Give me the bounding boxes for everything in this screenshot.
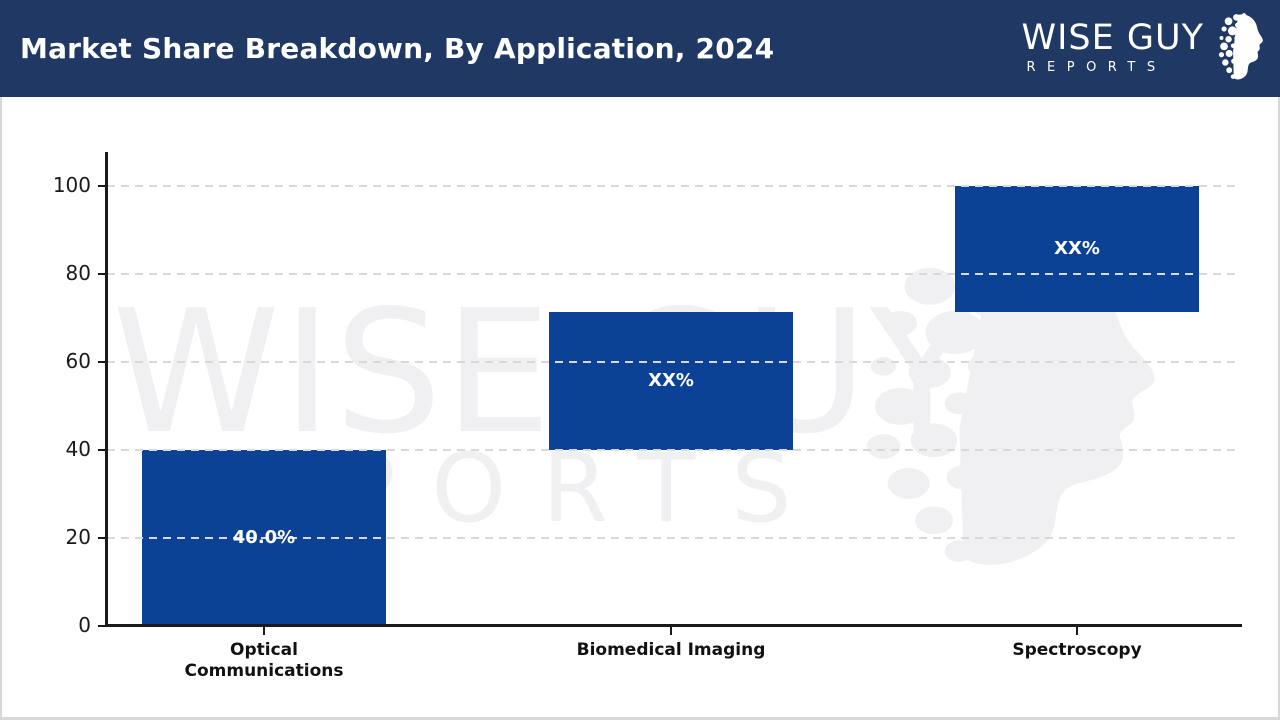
bar (955, 185, 1199, 312)
page-border-left (0, 97, 2, 720)
bar (549, 311, 793, 450)
y-tick (98, 184, 107, 187)
y-tick-label: 40 (65, 436, 91, 461)
dotted-head-profile-icon (1218, 13, 1263, 80)
x-tick (1076, 626, 1078, 635)
x-axis-line (105, 624, 1242, 627)
page-border-bottom (0, 717, 1280, 720)
page-border-right (1278, 97, 1280, 720)
y-tick (98, 625, 107, 627)
bar-value-label: XX% (648, 370, 694, 392)
x-tick-label: Spectroscopy (1012, 640, 1142, 660)
wiseguy-logo-text: WISE GUY REPORTS (1021, 19, 1204, 75)
gridline (107, 184, 1240, 187)
x-tick-label: Biomedical Imaging (576, 640, 766, 660)
y-tick-label: 0 (78, 613, 91, 637)
gridline (107, 536, 1240, 539)
y-tick (98, 448, 107, 451)
y-tick (98, 536, 107, 539)
page-title: Market Share Breakdown, By Application, … (20, 32, 775, 65)
watermark-wise-guy-text: WISE GUY (112, 274, 976, 472)
bar-value-label: XX% (1054, 238, 1100, 260)
y-tick (98, 272, 107, 275)
y-axis-line (105, 152, 108, 627)
x-tick (263, 626, 265, 635)
x-tick-label: Optical Communications (184, 640, 344, 681)
y-tick-label: 20 (65, 524, 91, 549)
y-tick-label: 100 (52, 172, 91, 197)
plot-area: 0 20 40 60 80 100 40.0% Optical Communications X… (53, 150, 1242, 681)
bar-value-label: 40.0% (232, 527, 296, 549)
gridline (107, 448, 1240, 451)
wiseguy-logo: WISE GUY REPORTS (1021, 10, 1264, 84)
y-tick (98, 360, 107, 363)
header-bar: Market Share Breakdown, By Application, … (0, 0, 1280, 97)
gridline (107, 360, 1240, 363)
gridline (107, 272, 1240, 275)
y-tick-label: 80 (65, 260, 91, 285)
logo-wise-guy-label: WISE GUY (1021, 18, 1204, 58)
y-tick-label: 60 (65, 348, 91, 373)
logo-reports-label: REPORTS (1026, 60, 1167, 75)
x-tick (670, 626, 672, 635)
